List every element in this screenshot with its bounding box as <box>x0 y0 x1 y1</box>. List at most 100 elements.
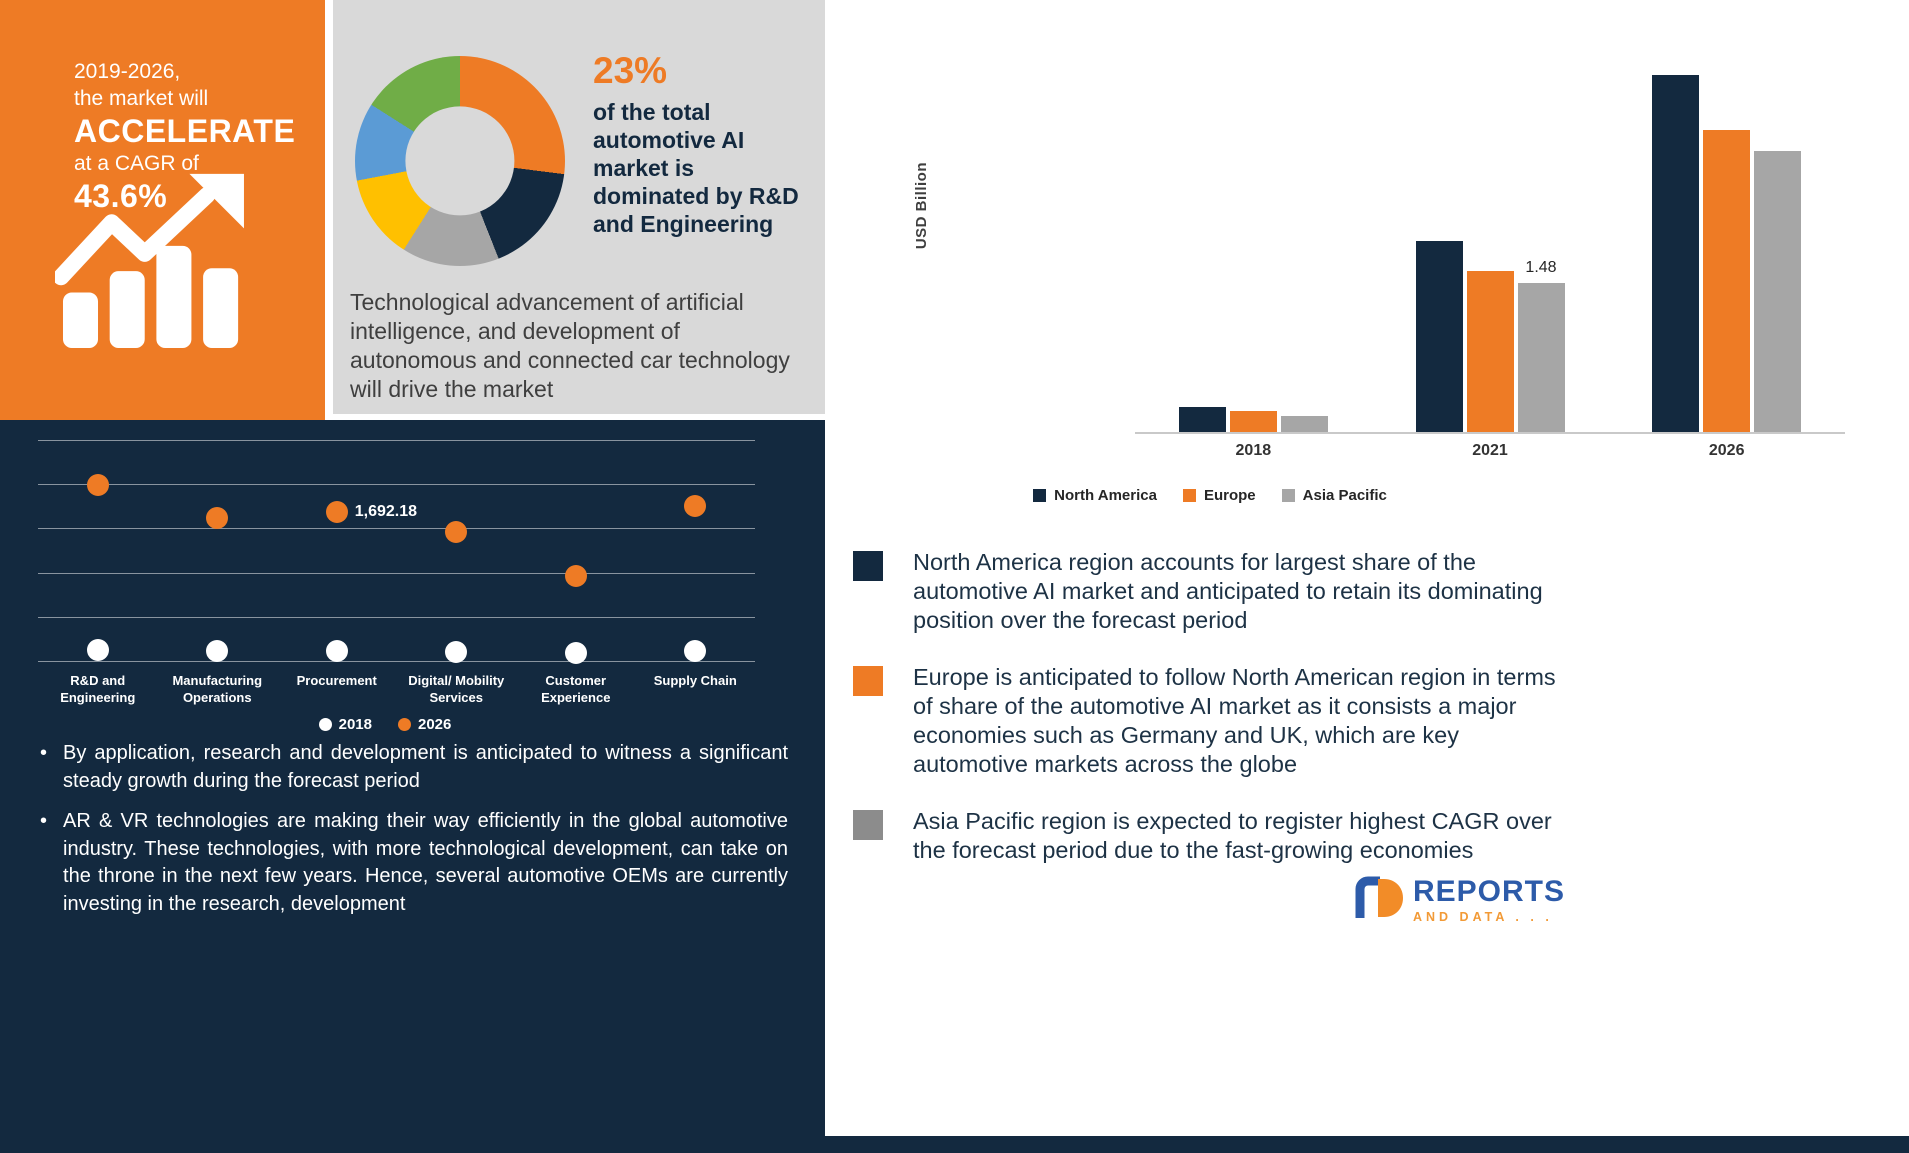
insight-swatch <box>853 551 883 581</box>
forecast-period-text: 2019-2026, <box>74 60 181 83</box>
legend-item: 2018 <box>318 716 372 733</box>
dot-plot-categories: R&D and Engineering Manufacturing Operati… <box>38 672 755 706</box>
bar-europe-2026 <box>1703 130 1751 432</box>
bar-wrap <box>1466 55 1514 432</box>
bullet-item: AR & VR technologies are making their wa… <box>40 808 788 918</box>
category-label: Supply Chain <box>653 673 737 688</box>
dot-plot-legend: 2018 2026 <box>0 716 770 733</box>
bar-north-america-2026 <box>1652 75 1700 432</box>
legend-swatch-icon <box>1281 489 1295 502</box>
dot-2026 <box>325 501 348 524</box>
legend-item: North America <box>1033 487 1157 504</box>
dot-2018 <box>206 640 229 663</box>
bar-europe-2018 <box>1229 410 1277 432</box>
bar-asia-pacific-2026 <box>1754 150 1802 432</box>
bar-asia-pacific-2021 <box>1517 283 1565 432</box>
legend-swatch-icon <box>1033 489 1047 502</box>
insight-text: Europe is anticipated to follow North Am… <box>913 664 1556 777</box>
dot-2026 <box>564 565 587 588</box>
gridline <box>38 616 755 618</box>
legend-label: North America <box>1054 487 1157 504</box>
category-label: R&D and Engineering <box>60 673 136 705</box>
cagr-value: 43.6% <box>74 178 168 214</box>
bar-wrap <box>1754 55 1802 432</box>
gridline <box>38 484 755 486</box>
x-axis-label: 2026 <box>1708 442 1745 459</box>
legend-label: Europe <box>1203 487 1256 504</box>
bar-group-2021: 1.48 <box>1372 55 1609 432</box>
application-panel: 1,692.18 R&D and Engineering Manufacturin… <box>0 420 825 1153</box>
logo-text: REPORTS AND DATA . . . <box>1413 875 1566 925</box>
insight-item: Asia Pacific region is expected to regis… <box>853 807 1558 865</box>
legend-item: 2026 <box>398 716 451 733</box>
legend-dot-icon <box>318 718 332 731</box>
dot-2018 <box>445 640 468 663</box>
donut-hole <box>405 106 515 216</box>
dot-2026 <box>684 495 707 518</box>
bar-group-2018 <box>1135 55 1372 432</box>
category-label: Procurement <box>296 673 377 688</box>
legend-item: Europe <box>1182 487 1256 504</box>
logo-name: REPORTS <box>1413 875 1566 908</box>
dot-2018 <box>86 639 109 662</box>
dot-2026 <box>445 521 468 544</box>
donut-chart <box>355 56 565 266</box>
bullet-text: By application, research and development… <box>63 742 788 792</box>
bullet-item: By application, research and development… <box>40 740 788 795</box>
category-label: Customer Experience <box>541 673 611 705</box>
cagr-of-text: at a CAGR of <box>74 152 199 175</box>
legend-dot-icon <box>398 718 411 731</box>
x-axis-label: 2021 <box>1472 442 1508 459</box>
gridline <box>38 661 755 662</box>
reports-and-data-logo: REPORTS AND DATA . . . <box>1353 876 1565 925</box>
legend-swatch-icon <box>1182 489 1196 502</box>
market-will-text: the market will <box>74 87 209 110</box>
insight-text: Asia Pacific region is expected to regis… <box>913 808 1552 863</box>
dot-2026 <box>86 474 109 497</box>
legend-label: 2026 <box>418 716 452 733</box>
bar-wrap <box>1178 55 1226 432</box>
insight-text: North America region accounts for larges… <box>913 549 1543 633</box>
category-label: Digital/ Mobility Services <box>408 673 505 705</box>
logo-mark-icon <box>1353 876 1403 925</box>
dot-data-label: 1,692.18 <box>354 503 418 521</box>
bar-x-labels: 2018 2021 2026 <box>1135 442 1845 460</box>
x-axis-label: 2018 <box>1235 442 1272 459</box>
dot-plot-area: 1,692.18 <box>38 440 755 664</box>
footer-strip <box>825 1136 1909 1153</box>
logo-tagline: AND DATA . . . <box>1413 910 1553 924</box>
bar-wrap <box>1652 55 1700 432</box>
bar-wrap <box>1229 55 1277 432</box>
cagr-text-block: 2019-2026, the market will ACCELERATE at… <box>74 58 295 215</box>
dot-2018 <box>684 639 707 662</box>
gridline <box>38 440 755 441</box>
insight-item: North America region accounts for larges… <box>853 548 1558 635</box>
stat-caption: of the total automotive AI market is dom… <box>593 99 799 237</box>
market-driver-text: Technological advancement of artificial … <box>350 289 790 402</box>
bar-group-2026 <box>1608 55 1845 432</box>
bar-asia-pacific-2018 <box>1280 415 1328 432</box>
bar-wrap <box>1703 55 1751 432</box>
bar-plot: 1.48 <box>1135 55 1845 434</box>
bar-north-america-2018 <box>1178 406 1226 432</box>
legend-item: Asia Pacific <box>1281 487 1387 504</box>
bar-wrap <box>1280 55 1328 432</box>
gridline <box>38 528 755 530</box>
y-axis-label: USD Billion <box>913 162 930 250</box>
insight-swatch <box>853 810 883 840</box>
stat-block: 23% of the total automotive AI market is… <box>593 50 815 238</box>
dot-2018 <box>564 641 587 664</box>
regional-panel: USD Billion 1.48 2018 2021 2026 North Amer… <box>825 0 1909 1153</box>
bar-data-label: 1.48 <box>1525 259 1557 277</box>
bar-legend: North America Europe Asia Pacific <box>825 487 1595 504</box>
regional-insights: North America region accounts for larges… <box>853 548 1558 893</box>
gridline <box>38 572 755 574</box>
insight-item: Europe is anticipated to follow North Am… <box>853 663 1558 779</box>
insight-swatch <box>853 666 883 696</box>
cagr-highlight-panel: 2019-2026, the market will ACCELERATE at… <box>0 0 325 420</box>
growth-arrow-icon <box>52 168 250 353</box>
bar-wrap <box>1415 55 1463 432</box>
category-label: Manufacturing Operations <box>172 673 263 705</box>
bullet-text: AR & VR technologies are making their wa… <box>63 810 788 915</box>
